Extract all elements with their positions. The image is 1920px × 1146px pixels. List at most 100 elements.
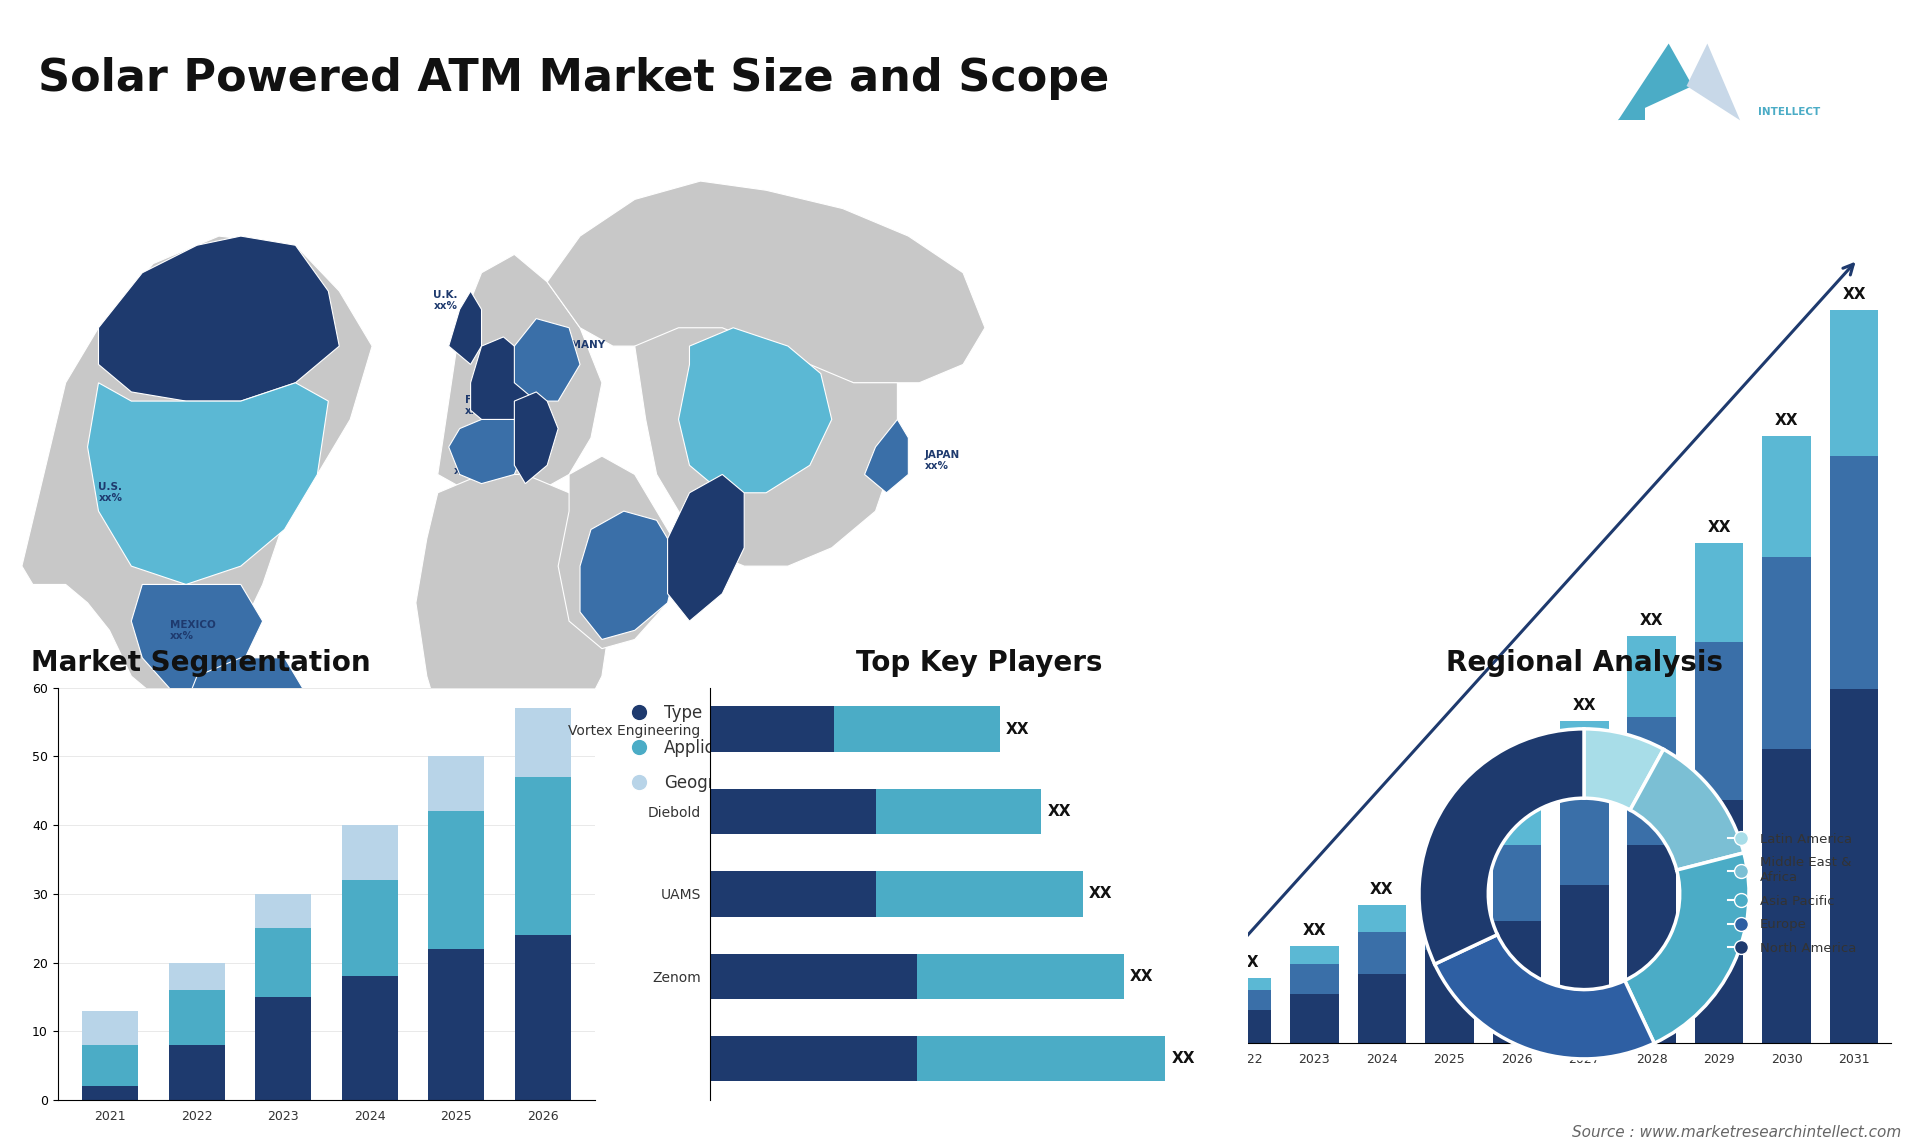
Polygon shape	[1686, 44, 1740, 120]
Text: XX: XX	[1640, 613, 1663, 628]
Text: MEXICO
xx%: MEXICO xx%	[169, 620, 215, 641]
Bar	[835, 706, 1000, 752]
Text: JAPAN
xx%: JAPAN xx%	[925, 450, 960, 471]
Bar	[515, 935, 570, 1100]
Text: CANADA
xx%: CANADA xx%	[213, 308, 263, 329]
Polygon shape	[559, 456, 678, 649]
Bar	[710, 871, 876, 917]
Bar	[1559, 885, 1609, 1043]
Bar	[1628, 717, 1676, 845]
Wedge shape	[1419, 729, 1584, 964]
Bar	[1290, 945, 1338, 964]
Text: INTELLECT: INTELLECT	[1759, 108, 1820, 117]
Bar	[876, 788, 1041, 834]
Bar	[710, 953, 918, 999]
Bar	[83, 1045, 138, 1086]
Text: SPAIN
xx%: SPAIN xx%	[455, 455, 490, 476]
Text: Solar Powered ATM Market Size and Scope: Solar Powered ATM Market Size and Scope	[38, 57, 1110, 101]
Bar	[1830, 689, 1878, 1043]
Bar	[1628, 845, 1676, 1043]
Polygon shape	[482, 731, 580, 850]
Text: ARGENTINA
xx%: ARGENTINA xx%	[213, 890, 282, 911]
Bar	[918, 953, 1123, 999]
Bar	[1695, 800, 1743, 1043]
Wedge shape	[1624, 853, 1749, 1043]
Bar	[710, 1036, 918, 1082]
Bar	[710, 788, 876, 834]
Bar	[1425, 855, 1475, 892]
Polygon shape	[21, 236, 372, 704]
Text: U.K.
xx%: U.K. xx%	[434, 290, 457, 311]
Text: BRAZIL
xx%: BRAZIL xx%	[225, 739, 267, 760]
Polygon shape	[547, 181, 985, 383]
Bar	[1695, 543, 1743, 642]
Polygon shape	[449, 419, 526, 484]
Bar	[428, 756, 484, 811]
Text: U.S.
xx%: U.S. xx%	[98, 482, 123, 503]
Bar	[1492, 845, 1542, 921]
Text: XX: XX	[1572, 698, 1596, 713]
Text: XX: XX	[1089, 886, 1112, 902]
Bar	[1223, 990, 1271, 1011]
Text: RESEARCH: RESEARCH	[1759, 73, 1832, 87]
Text: XX: XX	[1302, 923, 1327, 937]
Bar	[342, 880, 397, 976]
Bar	[1223, 1011, 1271, 1043]
Polygon shape	[470, 337, 536, 429]
Text: Source : www.marketresearchintellect.com: Source : www.marketresearchintellect.com	[1572, 1125, 1901, 1140]
Bar	[1357, 932, 1405, 974]
Polygon shape	[449, 291, 482, 364]
Bar	[1290, 964, 1338, 995]
Bar	[1290, 995, 1338, 1043]
Bar	[918, 1036, 1165, 1082]
Bar	[1830, 456, 1878, 689]
Text: XX: XX	[1707, 520, 1732, 535]
Text: Market Segmentation: Market Segmentation	[31, 649, 371, 677]
Polygon shape	[163, 658, 307, 887]
Text: INDIA
xx%: INDIA xx%	[689, 556, 722, 576]
Polygon shape	[678, 328, 831, 493]
Bar	[1156, 1003, 1204, 1011]
Polygon shape	[186, 878, 240, 951]
Text: FRANCE
xx%: FRANCE xx%	[465, 395, 513, 416]
Bar	[169, 963, 225, 990]
Bar	[1763, 435, 1811, 557]
Polygon shape	[515, 392, 559, 484]
Bar	[1492, 796, 1542, 845]
Text: XX: XX	[1131, 968, 1154, 983]
Bar	[428, 811, 484, 949]
Bar	[515, 708, 570, 777]
Text: XX: XX	[1171, 1051, 1194, 1066]
Bar	[1357, 905, 1405, 932]
Bar	[1425, 950, 1475, 1043]
Text: XX: XX	[1843, 288, 1866, 303]
Bar	[876, 871, 1083, 917]
Polygon shape	[131, 584, 263, 694]
Polygon shape	[864, 419, 908, 493]
Bar	[255, 928, 311, 997]
Polygon shape	[154, 658, 307, 951]
Text: ITALY
xx%: ITALY xx%	[520, 432, 551, 453]
Polygon shape	[515, 319, 580, 401]
Polygon shape	[636, 328, 897, 566]
Bar	[255, 997, 311, 1100]
Bar	[710, 706, 835, 752]
Text: XX: XX	[1167, 980, 1190, 995]
Bar	[1695, 642, 1743, 800]
Polygon shape	[88, 383, 328, 584]
Bar	[1357, 974, 1405, 1043]
Bar	[1156, 1011, 1204, 1022]
Polygon shape	[417, 474, 612, 823]
Legend: Type, Application, Geography: Type, Application, Geography	[614, 696, 766, 800]
Polygon shape	[580, 511, 678, 639]
Polygon shape	[668, 474, 745, 621]
Text: XX: XX	[1505, 772, 1528, 787]
Bar	[1492, 921, 1542, 1043]
Text: XX: XX	[1371, 882, 1394, 897]
Bar	[428, 949, 484, 1100]
Text: GERMANY
xx%: GERMANY xx%	[547, 340, 605, 361]
Bar	[1763, 749, 1811, 1043]
Text: XX: XX	[1048, 804, 1071, 819]
Wedge shape	[1434, 935, 1655, 1059]
Bar	[342, 825, 397, 880]
